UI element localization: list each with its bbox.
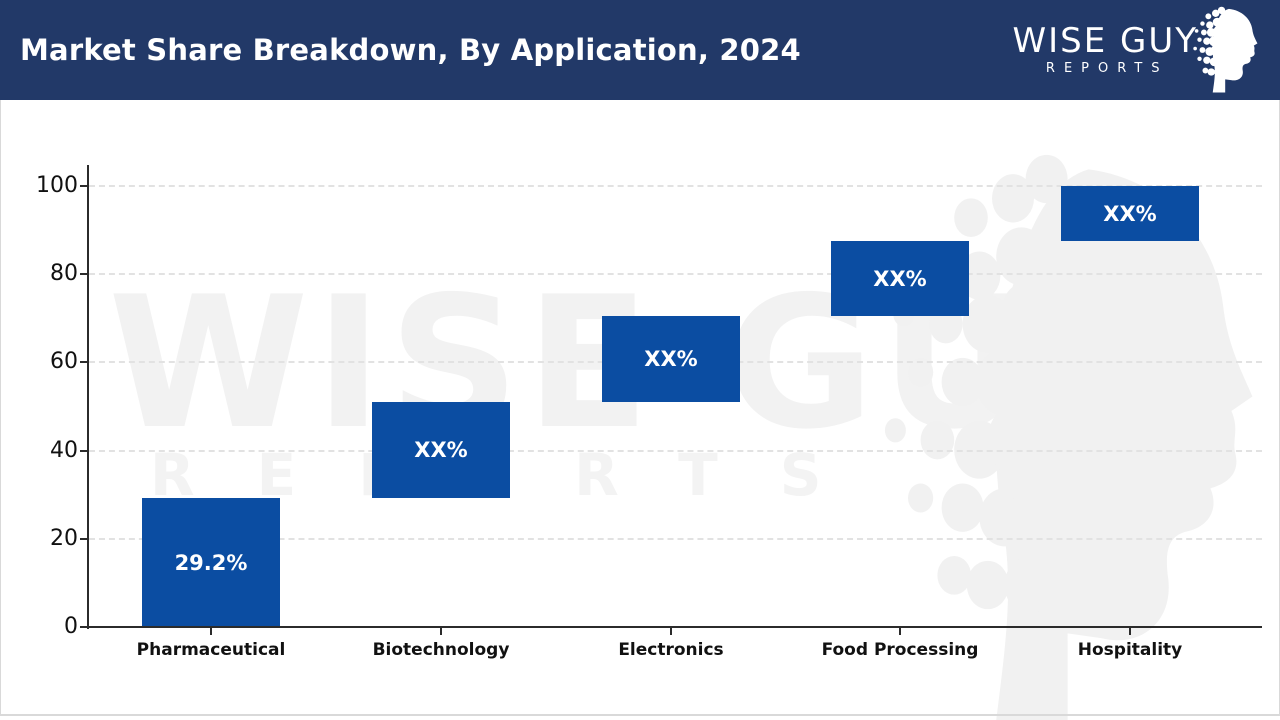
- y-tick-label-60: 60: [50, 349, 78, 375]
- bar-hospitality: XX%: [1061, 186, 1199, 242]
- y-tick-label-80: 80: [50, 261, 78, 287]
- y-tick-40: [80, 449, 88, 452]
- bar-value-label: XX%: [414, 438, 468, 463]
- x-tick-4: [1129, 627, 1131, 635]
- y-tick-0: [80, 626, 88, 628]
- y-tick-80: [80, 273, 88, 276]
- gridline-20: [89, 537, 1262, 540]
- gridline-40: [89, 449, 1262, 452]
- x-tick-0: [210, 627, 212, 635]
- page-left-border: [0, 100, 1, 716]
- bar-food-processing: XX%: [831, 241, 969, 317]
- y-axis-line: [87, 165, 89, 629]
- watermark-face-icon: [845, 150, 1265, 720]
- y-tick-label-0: 0: [64, 614, 78, 639]
- x-tick-3: [899, 627, 901, 635]
- header-bar: Market Share Breakdown, By Application, …: [0, 0, 1280, 100]
- bar-value-label: 29.2%: [174, 550, 248, 575]
- x-tick-1: [440, 627, 442, 635]
- page-title: Market Share Breakdown, By Application, …: [20, 33, 801, 67]
- footer-divider: [0, 714, 1280, 716]
- x-axis-label-3: Food Processing: [821, 640, 979, 660]
- bar-biotechnology: XX%: [372, 402, 510, 499]
- x-axis-label-0: Pharmaceutical: [136, 640, 286, 660]
- x-axis-label-1: Biotechnology: [372, 640, 510, 660]
- gridline-80: [89, 273, 1262, 276]
- wiseguy-logo: WISE GUY REPORTS: [1012, 6, 1262, 94]
- y-tick-60: [80, 361, 88, 364]
- x-axis-label-2: Electronics: [618, 640, 724, 660]
- gridline-100: [89, 185, 1262, 187]
- wiseguy-logo-text: WISE GUY REPORTS: [1012, 21, 1198, 76]
- bar-pharmaceutical: 29.2%: [142, 498, 280, 627]
- wiseguy-face-icon: [1184, 6, 1262, 94]
- logo-subtext: REPORTS: [1045, 60, 1169, 76]
- y-tick-label-20: 20: [50, 525, 78, 551]
- bar-value-label: XX%: [644, 347, 698, 372]
- y-tick-20: [80, 537, 88, 540]
- x-tick-2: [670, 627, 672, 635]
- bar-value-label: XX%: [873, 266, 927, 291]
- bar-electronics: XX%: [602, 316, 740, 403]
- y-tick-100: [80, 185, 88, 187]
- y-tick-label-40: 40: [50, 437, 78, 463]
- y-tick-label-100: 100: [36, 173, 78, 198]
- x-axis-line: [87, 626, 1262, 628]
- x-axis-label-4: Hospitality: [1077, 640, 1183, 660]
- logo-wordmark: WISE GUY: [1012, 21, 1198, 62]
- bar-value-label: XX%: [1103, 201, 1157, 226]
